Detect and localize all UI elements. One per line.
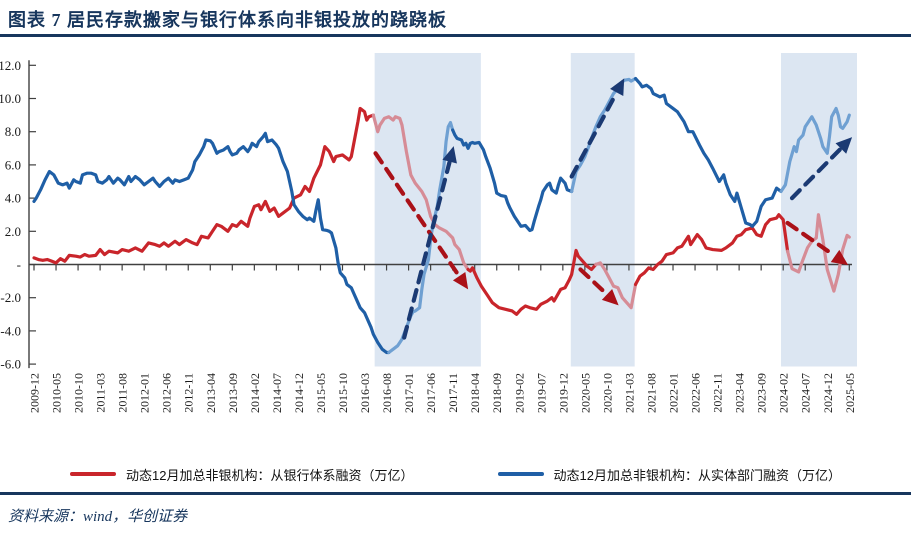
series-line bbox=[779, 106, 851, 194]
x-tick-label: 2015-05 bbox=[314, 373, 328, 413]
x-tick-label: 2020-10 bbox=[600, 373, 614, 413]
x-tick-label: 2022-06 bbox=[689, 373, 703, 413]
legend-item-bank-series: 动态12月加总非银机构：从银行体系融资（万亿） bbox=[70, 465, 414, 484]
figure-title-bar: 图表 7 居民存款搬家与银行体系向非银投放的跷跷板 bbox=[0, 0, 911, 37]
highlight-band bbox=[780, 53, 857, 367]
y-tick-label: -4.0 bbox=[0, 323, 21, 338]
series-line bbox=[570, 76, 638, 194]
trend-arrow-head bbox=[610, 78, 625, 97]
series-line bbox=[32, 131, 391, 355]
y-tick-label: 8.0 bbox=[5, 124, 21, 139]
trend-arrow-shaft bbox=[785, 220, 837, 258]
legend-item-real-economy-series: 动态12月加总非银机构：从实体部门融资（万亿） bbox=[497, 465, 841, 484]
x-tick-label: 2025-05 bbox=[843, 373, 857, 413]
trend-arrow-head bbox=[601, 288, 619, 306]
x-tick-label: 2011-03 bbox=[94, 373, 108, 413]
x-tick-label: 2012-01 bbox=[138, 373, 152, 413]
x-tick-label: 2018-04 bbox=[468, 373, 482, 413]
x-tick-label: 2019-02 bbox=[512, 373, 526, 413]
x-tick-label: 2022-01 bbox=[667, 373, 681, 413]
series-line bbox=[451, 128, 574, 233]
x-tick-label: 2016-08 bbox=[380, 373, 394, 413]
series-line bbox=[594, 261, 638, 310]
x-tick-label: 2011-08 bbox=[116, 373, 130, 413]
x-tick-label: 2009-12 bbox=[28, 373, 42, 413]
legend-label-real-economy-series: 动态12月加总非银机构：从实体部门融资（万亿） bbox=[553, 467, 841, 483]
blue-line-swatch bbox=[497, 472, 544, 476]
series-line bbox=[633, 76, 783, 228]
highlight-band bbox=[570, 53, 635, 367]
x-tick-label: 2017-01 bbox=[402, 373, 416, 413]
x-tick-label: 2019-07 bbox=[534, 373, 548, 413]
chart-legend: 动态12月加总非银机构：从银行体系融资（万亿） 动态12月加总非银机构：从实体部… bbox=[0, 458, 911, 490]
series-line bbox=[466, 248, 598, 316]
trend-arrow-shaft bbox=[578, 267, 609, 296]
x-tick-label: 2020-05 bbox=[578, 373, 592, 413]
x-tick-label: 2010-10 bbox=[72, 373, 86, 413]
x-tick-label: 2021-03 bbox=[622, 373, 636, 413]
x-tick-label: 2018-09 bbox=[490, 373, 504, 413]
y-tick-label: 12.0 bbox=[0, 58, 21, 73]
x-tick-label: 2024-12 bbox=[821, 373, 835, 413]
x-tick-label: 2021-08 bbox=[644, 373, 658, 413]
series-line bbox=[32, 106, 375, 265]
trend-arrow-head bbox=[442, 146, 457, 164]
x-tick-label: 2016-03 bbox=[358, 373, 372, 413]
x-tick-label: 2017-06 bbox=[424, 373, 438, 413]
x-tick-label: 2024-02 bbox=[777, 373, 791, 413]
trend-arrow-head bbox=[452, 271, 469, 290]
y-tick-label: 6.0 bbox=[5, 157, 21, 172]
x-tick-label: 2012-11 bbox=[182, 373, 196, 413]
trend-arrow-shaft bbox=[402, 160, 452, 340]
y-tick-label: 4.0 bbox=[5, 191, 21, 206]
y-tick-label: -6.0 bbox=[0, 357, 21, 372]
x-tick-label: 2019-12 bbox=[556, 373, 570, 413]
legend-label-bank-series: 动态12月加总非银机构：从银行体系融资（万亿） bbox=[126, 467, 414, 483]
x-tick-label: 2023-09 bbox=[755, 373, 769, 413]
x-tick-label: 2010-05 bbox=[50, 373, 64, 413]
seesaw-line-chart: 12.0 10.0 8.0 6.0 4.0 2.0 - -2.0 -4.0 -6.0 2009-12… bbox=[0, 53, 857, 413]
trend-arrow-shaft bbox=[789, 147, 843, 201]
trend-arrow-shaft bbox=[373, 151, 461, 278]
red-line-swatch bbox=[70, 472, 117, 476]
x-tick-label: 2014-07 bbox=[270, 373, 284, 413]
x-tick-label: 2017-11 bbox=[446, 373, 460, 413]
y-tick-label: 10.0 bbox=[0, 91, 21, 106]
x-tick-label: 2012-06 bbox=[160, 373, 174, 413]
x-tick-label: 2014-02 bbox=[248, 373, 262, 413]
y-tick-label: 2.0 bbox=[5, 224, 21, 239]
x-tick-label: 2015-10 bbox=[336, 373, 350, 413]
series-line bbox=[633, 213, 790, 287]
trend-arrow-head bbox=[830, 249, 849, 266]
x-tick-label: 2022-11 bbox=[711, 373, 725, 413]
y-tick-label: - bbox=[17, 257, 21, 272]
x-tick-label: 2014-12 bbox=[292, 373, 306, 413]
chart-area: 12.0 10.0 8.0 6.0 4.0 2.0 - -2.0 -4.0 -6.0 2009-12… bbox=[0, 40, 911, 458]
source-bar: 资料来源：wind，华创证券 bbox=[0, 492, 911, 542]
x-tick-label: 2013-09 bbox=[226, 373, 240, 413]
x-tick-label: 2023-04 bbox=[733, 373, 747, 413]
figure-title: 图表 7 居民存款搬家与银行体系向非银投放的跷跷板 bbox=[8, 10, 447, 30]
trend-arrow-head bbox=[835, 137, 853, 154]
x-tick-label: 2024-07 bbox=[799, 373, 813, 413]
series-line bbox=[371, 113, 470, 272]
x-tick-label: 2013-04 bbox=[204, 373, 218, 413]
y-tick-label: -2.0 bbox=[0, 290, 21, 305]
source-note: 资料来源：wind，华创证券 bbox=[8, 509, 188, 525]
trend-arrow-shaft bbox=[569, 91, 619, 179]
